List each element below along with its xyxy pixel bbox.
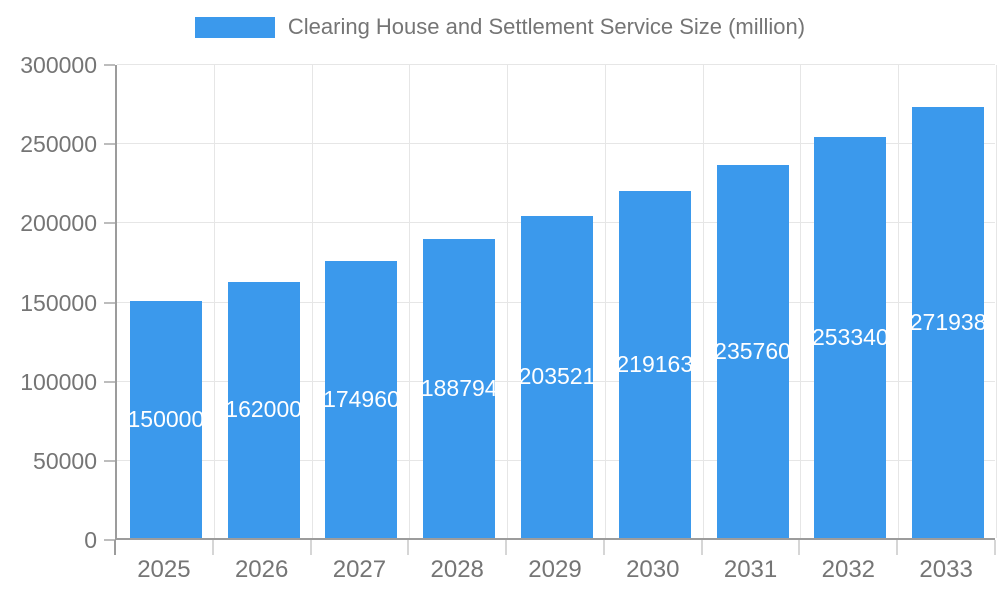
x-tick-mark-0 bbox=[114, 540, 116, 555]
y-tick-mark-300000 bbox=[104, 64, 115, 66]
v-gridline-1 bbox=[213, 65, 215, 538]
bar-value-label: 253340 bbox=[814, 323, 887, 350]
x-tick-label-2026: 2026 bbox=[234, 556, 289, 583]
v-gridline-5 bbox=[604, 65, 606, 538]
bar-2028[interactable]: 188794 bbox=[423, 239, 496, 538]
bar-value-label: 150000 bbox=[129, 405, 202, 432]
v-gridline-9 bbox=[996, 65, 997, 538]
bar-2027[interactable]: 174960 bbox=[325, 260, 398, 538]
v-gridline-2 bbox=[311, 65, 313, 538]
bar-2029[interactable]: 203521 bbox=[521, 215, 593, 538]
bar-2025[interactable]: 150000 bbox=[129, 300, 202, 538]
bar-value-label: 174960 bbox=[325, 385, 398, 412]
y-tick-mark-250000 bbox=[104, 143, 115, 146]
x-tick-label-2028: 2028 bbox=[430, 556, 484, 583]
bar-2026[interactable]: 162000 bbox=[227, 281, 300, 538]
bar-value-label: 203521 bbox=[521, 363, 593, 390]
x-tick-label-2025: 2025 bbox=[137, 556, 191, 583]
y-tick-label-150000: 150000 bbox=[20, 289, 97, 316]
y-tick-mark-50000 bbox=[104, 459, 115, 462]
x-tick-label-2031: 2031 bbox=[723, 556, 778, 583]
x-tick-mark-4 bbox=[505, 540, 508, 555]
y-tick-mark-150000 bbox=[104, 301, 115, 304]
x-tick-mark-8 bbox=[896, 540, 899, 555]
x-tick-label-2027: 2027 bbox=[332, 556, 387, 583]
v-gridline-6 bbox=[702, 65, 704, 538]
x-tick-label-2032: 2032 bbox=[821, 556, 876, 583]
x-tick-label-2029: 2029 bbox=[528, 556, 582, 583]
v-gridline-8 bbox=[898, 65, 900, 538]
x-tick-mark-6 bbox=[700, 540, 703, 555]
x-tick-label-2033: 2033 bbox=[919, 556, 973, 583]
x-tick-label-2030: 2030 bbox=[626, 556, 680, 583]
h-gridline-300000 bbox=[117, 64, 995, 65]
y-tick-label-200000: 200000 bbox=[20, 210, 97, 237]
bar-2033[interactable]: 271938 bbox=[912, 107, 985, 538]
bar-value-label: 271938 bbox=[912, 309, 985, 336]
x-tick-mark-7 bbox=[798, 540, 801, 555]
v-gridline-3 bbox=[409, 65, 411, 538]
y-tick-label-250000: 250000 bbox=[20, 131, 97, 158]
legend-swatch bbox=[194, 16, 275, 38]
x-tick-mark-3 bbox=[407, 540, 410, 555]
bar-value-label: 162000 bbox=[227, 396, 300, 423]
bar-value-label: 235760 bbox=[716, 337, 789, 364]
x-tick-mark-2 bbox=[309, 540, 312, 555]
bar-2030[interactable]: 219163 bbox=[618, 191, 691, 538]
y-tick-label-300000: 300000 bbox=[20, 52, 97, 78]
v-gridline-7 bbox=[800, 65, 802, 538]
x-tick-mark-5 bbox=[602, 540, 605, 555]
v-gridline-4 bbox=[507, 65, 509, 538]
y-tick-mark-0 bbox=[104, 539, 115, 541]
bar-2031[interactable]: 235760 bbox=[716, 164, 789, 538]
y-tick-label-50000: 50000 bbox=[33, 447, 97, 474]
chart-title: Clearing House and Settlement Service Si… bbox=[287, 14, 806, 39]
y-tick-mark-200000 bbox=[104, 222, 115, 225]
y-tick-mark-100000 bbox=[104, 380, 115, 383]
bar-value-label: 219163 bbox=[618, 351, 691, 377]
bar-2032[interactable]: 253340 bbox=[814, 136, 887, 538]
x-tick-mark-1 bbox=[211, 540, 214, 555]
y-tick-label-100000: 100000 bbox=[20, 368, 97, 395]
plot-area: 150000 162000 174960 188794 203521 219163 2357… bbox=[115, 64, 997, 540]
chart-legend[interactable]: Clearing House and Settlement Service Si… bbox=[0, 14, 1000, 40]
x-tick-mark-9 bbox=[994, 540, 996, 555]
h-gridline-250000 bbox=[117, 143, 995, 145]
bar-value-label: 188794 bbox=[423, 375, 496, 402]
y-tick-label-0: 0 bbox=[84, 527, 97, 553]
